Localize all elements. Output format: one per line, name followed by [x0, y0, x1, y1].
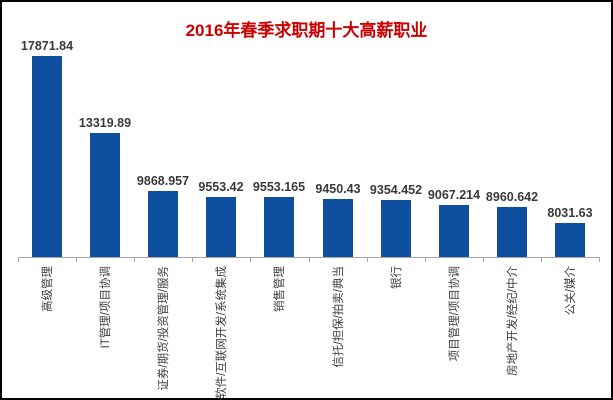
x-category-label: 银行	[391, 266, 403, 289]
x-axis-tick	[18, 257, 19, 262]
bar-value-label: 9553.165	[252, 180, 306, 194]
x-axis-tick	[250, 257, 251, 262]
x-category-label: 软件/互联网开发/系统集成	[216, 266, 228, 399]
bar-value-label: 9354.452	[369, 183, 423, 197]
x-category-label: 项目管理/项目协调	[449, 266, 461, 362]
bar-value-label: 13319.89	[78, 116, 132, 130]
x-axis-tick	[134, 257, 135, 262]
bar	[206, 197, 236, 257]
x-axis-tick	[367, 257, 368, 262]
bar	[381, 200, 411, 257]
chart-title: 2016年春季求职期十大高薪职业	[185, 21, 428, 40]
bar	[32, 56, 62, 257]
x-category-label: 房地产开发/经纪/中介	[507, 266, 519, 376]
x-axis-tick	[599, 257, 600, 262]
x-category-label: 公关/媒介	[565, 266, 577, 316]
bar-value-label: 9067.214	[427, 188, 481, 202]
bar-value-label: 9868.957	[136, 174, 190, 188]
bar	[555, 223, 585, 257]
x-category-label: 信托/担保/拍卖/典当	[333, 266, 345, 368]
bar-value-label: 8960.642	[485, 190, 539, 204]
bar	[497, 207, 527, 257]
x-axis-tick	[309, 257, 310, 262]
x-axis-tick	[76, 257, 77, 262]
bar	[264, 197, 294, 257]
bar	[148, 191, 178, 257]
x-category-label: IT管理/项目协调	[100, 266, 112, 349]
bar	[323, 199, 353, 257]
x-axis-tick	[425, 257, 426, 262]
bar-value-label: 9450.43	[315, 182, 361, 196]
x-category-label: 销售管理	[274, 266, 286, 312]
x-axis-tick	[541, 257, 542, 262]
bar-value-label: 8031.63	[547, 206, 593, 220]
x-category-label: 高级管理	[42, 266, 54, 312]
bar	[90, 133, 120, 257]
x-category-label: 证券/期货/投资管理/服务	[158, 266, 170, 391]
x-axis-line	[18, 257, 599, 258]
x-axis-tick	[483, 257, 484, 262]
bar	[439, 205, 469, 257]
bar-value-label: 17871.84	[20, 39, 74, 53]
bar-value-label: 9553.42	[198, 180, 244, 194]
x-axis-tick	[192, 257, 193, 262]
